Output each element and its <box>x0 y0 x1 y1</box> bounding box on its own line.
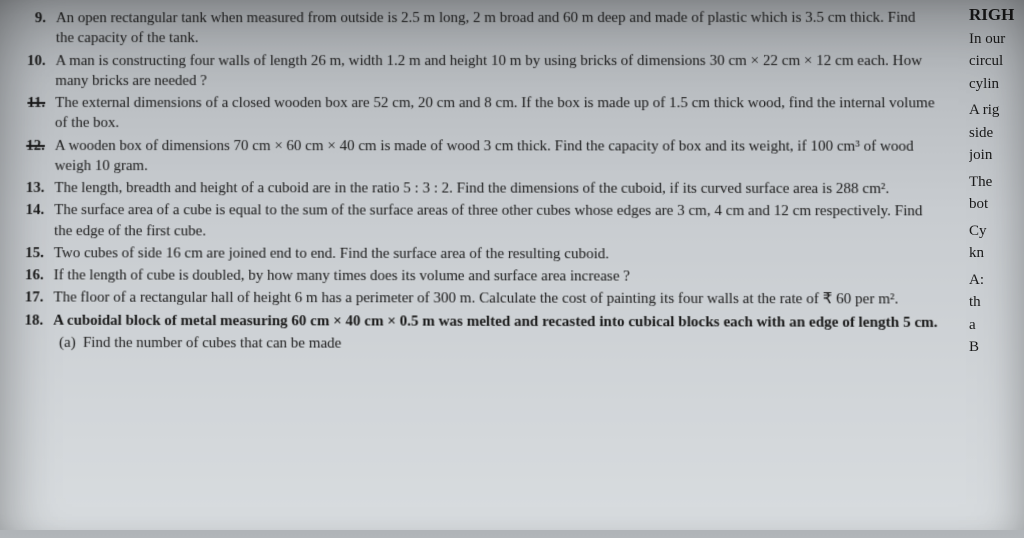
right-text: In our <box>969 28 1024 51</box>
question-number: 10. <box>20 51 56 91</box>
right-column-cutoff: RIGH In our circul cylin A rig side join… <box>969 0 1024 530</box>
right-text: B <box>969 336 1024 359</box>
question-9: 9. An open rectangular tank when measure… <box>20 8 1017 49</box>
right-text: A: <box>969 269 1024 292</box>
question-text-bold: A cuboidal block of metal measuring 60 c… <box>53 312 937 330</box>
question-number: 15. <box>18 243 54 263</box>
question-12: 12. A wooden box of dimensions 70 cm × 6… <box>19 135 1018 177</box>
textbook-page: 9. An open rectangular tank when measure… <box>0 0 1024 538</box>
question-number: 17. <box>17 288 53 308</box>
question-text: Two cubes of side 16 cm are joined end t… <box>54 243 1019 265</box>
question-text: The length, breadth and height of a cubo… <box>54 178 1018 200</box>
question-number: 12. <box>19 135 55 176</box>
sub-label: (a) <box>53 332 83 353</box>
question-15: 15. Two cubes of side 16 cm are joined e… <box>18 243 1019 265</box>
sub-text: Find the number of cubes that can be mad… <box>83 333 342 354</box>
question-text-line: The surface area of a cube is equal to t… <box>54 202 923 239</box>
right-text: A rig <box>969 99 1024 122</box>
question-number: 14. <box>18 200 54 241</box>
right-text: cylin <box>969 73 1024 96</box>
question-text: A wooden box of dimensions 70 cm × 60 cm… <box>55 135 1019 177</box>
question-text: The surface area of a cube is equal to t… <box>54 200 1019 242</box>
question-text: The floor of a rectangular hall of heigh… <box>53 288 1019 311</box>
right-text: side <box>969 122 1024 145</box>
question-text: If the length of cube is doubled, by how… <box>54 265 1020 287</box>
right-text: bot <box>969 193 1024 216</box>
question-10: 10. A man is constructing four walls of … <box>20 50 1018 91</box>
right-text: th <box>969 291 1024 314</box>
right-text: kn <box>969 242 1024 265</box>
question-number: 18. <box>17 310 53 353</box>
right-text: circul <box>969 50 1024 73</box>
right-text: The <box>969 171 1024 194</box>
question-14: 14. The surface area of a cube is equal … <box>18 200 1019 242</box>
question-number: 9. <box>20 8 56 48</box>
question-13: 13. The length, breadth and height of a … <box>19 178 1019 200</box>
right-text: Cy <box>969 220 1024 243</box>
question-number: 13. <box>19 178 55 198</box>
question-text: A man is constructing four walls of leng… <box>55 50 1017 91</box>
question-text: The external dimensions of a closed wood… <box>55 93 1018 134</box>
question-17: 17. The floor of a rectangular hall of h… <box>17 288 1019 311</box>
question-text: An open rectangular tank when measured f… <box>56 8 1017 49</box>
question-16: 16. If the length of cube is doubled, by… <box>18 265 1019 288</box>
question-18: 18. A cuboidal block of metal measuring … <box>17 310 1020 356</box>
question-text: A cuboidal block of metal measuring 60 c… <box>53 310 1020 356</box>
right-heading: RIGH <box>969 2 1024 28</box>
question-number: 11. <box>19 93 55 133</box>
right-text: join <box>969 144 1024 167</box>
sub-question-a: (a) Find the number of cubes that can be… <box>53 332 939 355</box>
question-number: 16. <box>18 265 54 285</box>
question-11: 11. The external dimensions of a closed … <box>19 93 1018 134</box>
right-text: a <box>969 314 1024 337</box>
